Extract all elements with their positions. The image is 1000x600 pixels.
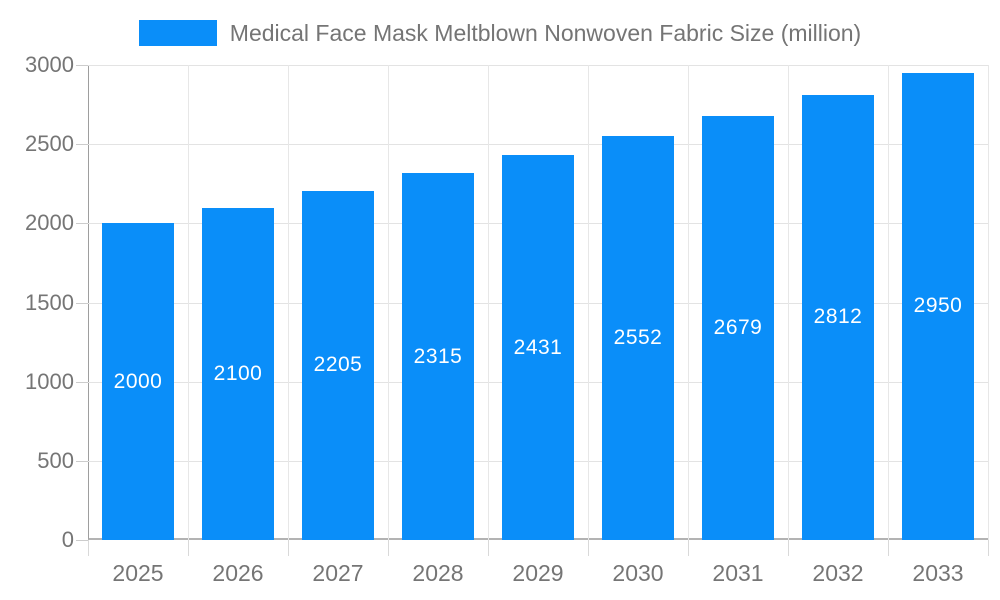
chart-legend-item[interactable]: Medical Face Mask Meltblown Nonwoven Fab…: [0, 17, 1000, 49]
bar[interactable]: 2000: [102, 223, 174, 540]
y-tick-label: 1500: [25, 289, 74, 315]
y-axis-tick: [76, 223, 88, 225]
x-tick-label: 2028: [412, 560, 464, 586]
y-axis-tick: [76, 144, 88, 146]
h-gridline: [88, 144, 988, 146]
bar[interactable]: 2950: [902, 72, 974, 540]
x-axis-tick: [688, 540, 689, 556]
bar[interactable]: 2205: [302, 190, 374, 540]
v-gridline: [988, 65, 989, 540]
y-tick-label: 2000: [25, 210, 74, 236]
y-tick-label: 3000: [25, 52, 74, 77]
v-gridline: [488, 65, 489, 540]
x-axis-tick: [88, 540, 89, 556]
v-gridline: [688, 65, 689, 540]
x-axis-tick: [488, 540, 489, 556]
bar[interactable]: 2100: [202, 207, 274, 540]
y-axis-tick: [76, 540, 88, 541]
bar-value-label: 2315: [413, 344, 463, 368]
v-gridline: [888, 65, 889, 540]
v-gridline: [388, 65, 389, 540]
x-tick-label: 2025: [112, 560, 164, 586]
bar-value-label: 2812: [813, 305, 863, 329]
y-axis-tick: [76, 460, 88, 462]
x-axis-tick: [788, 540, 789, 556]
bar[interactable]: 2552: [602, 135, 674, 540]
bar[interactable]: 2679: [702, 115, 774, 540]
v-gridline: [288, 65, 289, 540]
x-tick-label: 2026: [212, 560, 264, 586]
x-axis-tick: [388, 540, 389, 556]
bar-value-label: 2100: [213, 361, 263, 385]
x-tick-label: 2030: [612, 560, 664, 586]
x-tick-label: 2027: [312, 560, 364, 586]
y-axis-tick: [76, 65, 88, 66]
bar-value-label: 2950: [913, 294, 963, 318]
bar-value-label: 2431: [513, 335, 563, 359]
y-axis-tick: [76, 381, 88, 383]
h-gridline: [88, 65, 988, 66]
x-tick-label: 2029: [512, 560, 564, 586]
x-tick-label: 2033: [912, 560, 964, 586]
y-tick-label: 0: [61, 527, 74, 552]
legend-label: Medical Face Mask Meltblown Nonwoven Fab…: [229, 19, 862, 46]
x-axis-tick: [588, 540, 589, 556]
x-axis-tick: [888, 540, 889, 556]
bar[interactable]: 2812: [802, 94, 874, 540]
x-axis-tick: [288, 540, 289, 556]
legend-swatch: [138, 20, 217, 46]
x-tick-label: 2031: [712, 560, 764, 586]
bar[interactable]: 2315: [402, 173, 474, 540]
bar-value-label: 2552: [613, 325, 663, 349]
x-axis-tick: [188, 540, 189, 556]
bar-value-label: 2679: [713, 315, 763, 339]
x-tick-label: 2032: [812, 560, 864, 586]
y-tick-label: 500: [37, 447, 74, 473]
v-gridline: [188, 65, 189, 540]
y-tick-label: 2500: [25, 131, 74, 157]
v-gridline: [588, 65, 589, 540]
x-axis-tick: [988, 540, 989, 556]
y-tick-label: 1000: [25, 368, 74, 394]
bar-value-label: 2205: [313, 353, 363, 377]
y-axis-tick: [76, 302, 88, 304]
bar[interactable]: 2431: [502, 155, 574, 540]
bar-value-label: 2000: [113, 369, 163, 393]
v-gridline: [788, 65, 789, 540]
